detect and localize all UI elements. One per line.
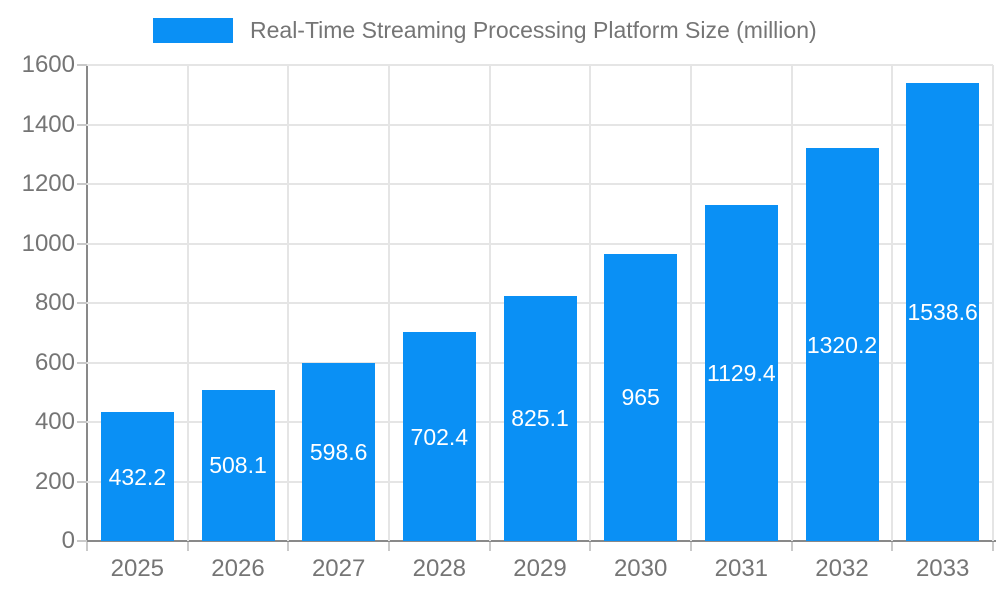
x-axis-line — [85, 540, 996, 542]
bar-2027[interactable] — [302, 362, 376, 541]
legend-label: Real-Time Streaming Processing Platform … — [250, 17, 817, 43]
bar-2028[interactable] — [402, 332, 476, 541]
bar-2032[interactable] — [805, 148, 879, 541]
x-axis-tick-label: 2033 — [915, 555, 970, 582]
y-axis-tick-label: 1000 — [21, 229, 75, 257]
bar-value-label: 598.6 — [309, 438, 368, 465]
horizontal-gridline — [87, 242, 993, 245]
x-axis-tick-label: 2031 — [714, 555, 769, 582]
x-axis-tick — [287, 542, 290, 551]
vertical-gridline — [891, 65, 894, 541]
y-axis-tick — [77, 540, 87, 542]
vertical-gridline — [287, 65, 290, 541]
y-axis-tick — [77, 480, 87, 483]
vertical-gridline — [690, 65, 692, 541]
x-axis-tick-label: 2030 — [613, 555, 668, 582]
x-axis-tick — [891, 542, 894, 551]
y-axis-tick-label: 600 — [34, 348, 75, 376]
bar-value-label: 825.1 — [511, 405, 569, 432]
y-axis-tick-label: 1400 — [21, 110, 75, 138]
y-axis-tick — [77, 64, 87, 66]
y-axis-tick — [77, 183, 87, 185]
y-axis-tick — [77, 421, 87, 423]
vertical-gridline — [589, 65, 592, 541]
y-axis-tick-label: 800 — [34, 289, 75, 316]
vertical-gridline — [186, 65, 189, 541]
bar-value-label: 432.2 — [108, 463, 167, 490]
vertical-gridline — [790, 65, 793, 541]
x-axis-tick — [388, 542, 390, 551]
chart-legend[interactable]: Real-Time Streaming Processing Platform … — [153, 17, 817, 44]
y-axis-tick-label: 400 — [34, 408, 75, 435]
bar-value-label: 702.4 — [410, 423, 469, 450]
y-axis-tick — [77, 123, 87, 126]
bar-2025[interactable] — [100, 412, 174, 541]
x-axis-tick — [86, 542, 88, 551]
vertical-gridline — [488, 65, 491, 541]
bar-2030[interactable] — [604, 253, 678, 541]
y-axis-line — [86, 65, 88, 543]
y-axis-tick-label: 1200 — [21, 170, 75, 197]
x-axis-tick-label: 2029 — [513, 555, 567, 582]
x-axis-tick — [589, 542, 592, 551]
x-axis-tick-label: 2027 — [311, 555, 366, 582]
bar-2029[interactable] — [503, 295, 577, 541]
y-axis-tick-label: 0 — [61, 527, 75, 554]
plot-area: 432.2 508.1 598.6 702.4 825.1 965 1129.4 1320.2… — [87, 64, 994, 541]
y-axis-tick — [77, 242, 87, 245]
vertical-gridline — [992, 65, 994, 541]
x-axis-tick — [992, 542, 994, 551]
x-axis-tick-label: 2026 — [211, 555, 265, 582]
bar-2031[interactable] — [704, 205, 778, 541]
horizontal-gridline — [87, 183, 993, 185]
bar-2026[interactable] — [201, 389, 275, 541]
x-axis-tick — [690, 542, 692, 551]
y-axis-tick-label: 1600 — [21, 51, 75, 78]
y-axis-tick — [77, 302, 87, 304]
bar-2033[interactable] — [906, 83, 980, 541]
bar-value-label: 1129.4 — [707, 360, 776, 386]
horizontal-gridline — [87, 64, 993, 66]
x-axis-tick — [790, 542, 793, 551]
bar-value-label: 1320.2 — [806, 331, 878, 358]
bar-value-label: 1538.6 — [907, 299, 978, 326]
x-axis-tick-label: 2028 — [412, 555, 467, 582]
x-axis-tick — [488, 542, 491, 551]
bar-value-label: 508.1 — [209, 452, 267, 479]
y-axis-tick-label: 200 — [34, 467, 75, 495]
vertical-gridline — [388, 65, 390, 541]
x-axis-tick-label: 2025 — [110, 555, 165, 582]
bar-value-label: 965 — [621, 384, 660, 411]
horizontal-gridline — [87, 123, 993, 126]
x-axis-tick-label: 2032 — [815, 555, 869, 582]
legend-swatch-icon — [153, 18, 233, 43]
x-axis-tick — [186, 542, 189, 551]
y-axis-tick — [77, 361, 87, 364]
